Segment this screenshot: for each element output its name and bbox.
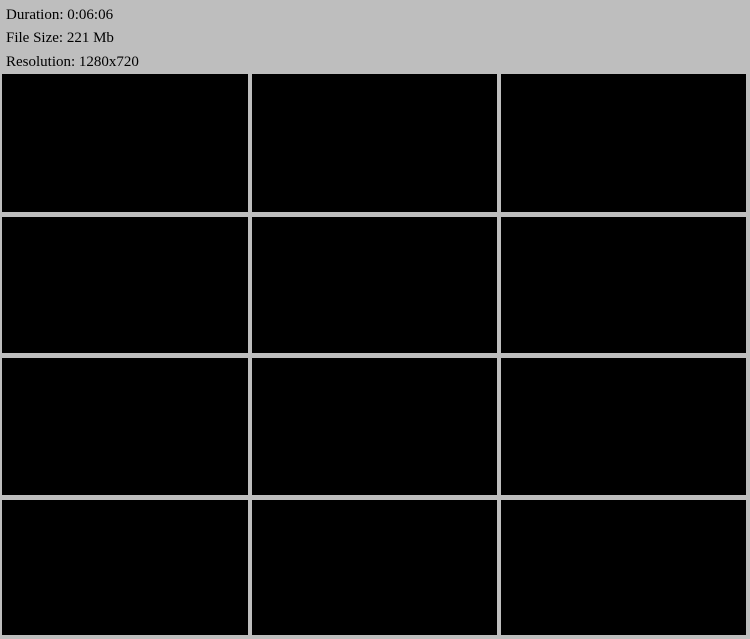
thumbnail-frame-9 [501, 358, 746, 495]
thumbnail-frame-10 [2, 500, 248, 635]
thumbnail-frame-3 [501, 74, 746, 212]
thumbnail-cell[interactable] [252, 500, 497, 635]
thumbnail-frame-2 [252, 74, 497, 212]
thumbnail-cell[interactable] [2, 358, 248, 495]
thumbnail-cell[interactable] [501, 358, 746, 495]
thumbnail-cell[interactable] [252, 358, 497, 495]
thumbnail-cell[interactable] [2, 74, 248, 212]
thumbnail-frame-8 [252, 358, 497, 495]
thumbnail-frame-12 [501, 500, 746, 635]
thumbnail-grid [2, 74, 746, 635]
metadata-resolution: Resolution: 1280x720 [6, 54, 139, 70]
thumbnail-frame-11 [252, 500, 497, 635]
thumbnail-frame-7 [2, 358, 248, 495]
metadata-file-size: File Size: 221 Mb [6, 30, 114, 46]
thumbnail-frame-6 [501, 217, 746, 353]
metadata-duration: Duration: 0:06:06 [6, 7, 114, 23]
thumbnail-cell[interactable] [501, 74, 746, 212]
thumbnail-cell[interactable] [2, 500, 248, 635]
thumbnail-frame-1 [2, 74, 248, 212]
thumbnail-cell[interactable] [501, 500, 746, 635]
thumbnail-cell[interactable] [252, 74, 497, 212]
thumbnail-cell[interactable] [2, 217, 248, 353]
thumbnail-cell[interactable] [501, 217, 746, 353]
thumbnail-frame-5 [252, 217, 497, 353]
video-metadata-panel: Duration: 0:06:06 File Size: 221 Mb Reso… [0, 0, 750, 74]
thumbnail-cell[interactable] [252, 217, 497, 353]
thumbnail-frame-4 [2, 217, 248, 353]
